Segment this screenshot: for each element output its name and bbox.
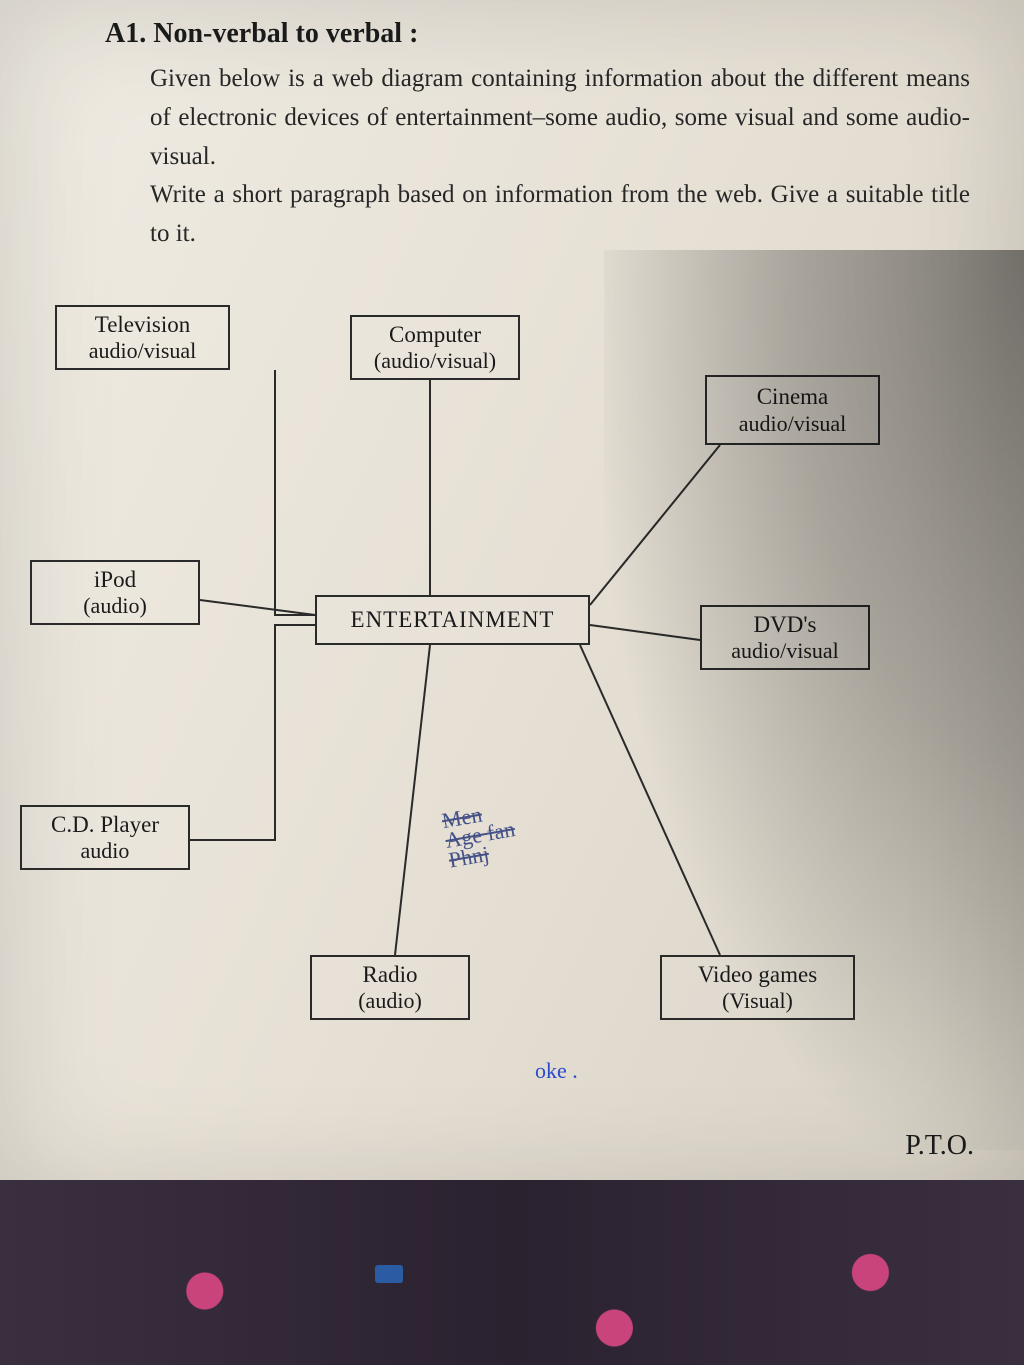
question-heading: A1. Non-verbal to verbal : [105,18,418,50]
node-cinema: Cinema audio/visual [705,375,880,445]
node-label: ENTERTAINMENT [351,606,555,634]
node-computer: Computer (audio/visual) [350,315,520,380]
ink-scribble: MenAge fanPhnj [440,799,519,870]
node-label: Radio [363,961,418,989]
node-label: Computer [389,321,481,349]
node-dvd: DVD's audio/visual [700,605,870,670]
node-sublabel: audio/visual [739,411,847,437]
heading-title: Non-verbal to verbal : [153,18,418,49]
node-video-games: Video games (Visual) [660,955,855,1020]
node-cd-player: C.D. Player audio [20,805,190,870]
handwritten-note: oke . [535,1058,578,1084]
node-label: Television [95,311,190,339]
node-sublabel: (audio) [358,988,422,1014]
node-sublabel: (Visual) [722,988,793,1014]
node-ipod: iPod (audio) [30,560,200,625]
page-surface: A1. Non-verbal to verbal : Given below i… [0,0,1024,1200]
node-label: C.D. Player [51,811,159,839]
node-radio: Radio (audio) [310,955,470,1020]
background-fabric [0,1180,1024,1365]
heading-number: A1. [105,18,146,49]
node-center: ENTERTAINMENT [315,595,590,645]
node-sublabel: (audio/visual) [374,348,496,374]
node-label: iPod [94,566,136,594]
blue-speck [375,1265,403,1283]
node-sublabel: audio/visual [89,338,197,364]
node-sublabel: (audio) [83,593,147,619]
node-label: DVD's [754,611,817,639]
node-label: Video games [698,961,817,989]
pto-label: P.T.O. [905,1130,974,1162]
node-label: Cinema [757,383,829,411]
node-sublabel: audio [81,838,130,864]
instruction-paragraph: Given below is a web diagram containing … [150,60,970,254]
node-television: Television audio/visual [55,305,230,370]
node-sublabel: audio/visual [731,638,839,664]
